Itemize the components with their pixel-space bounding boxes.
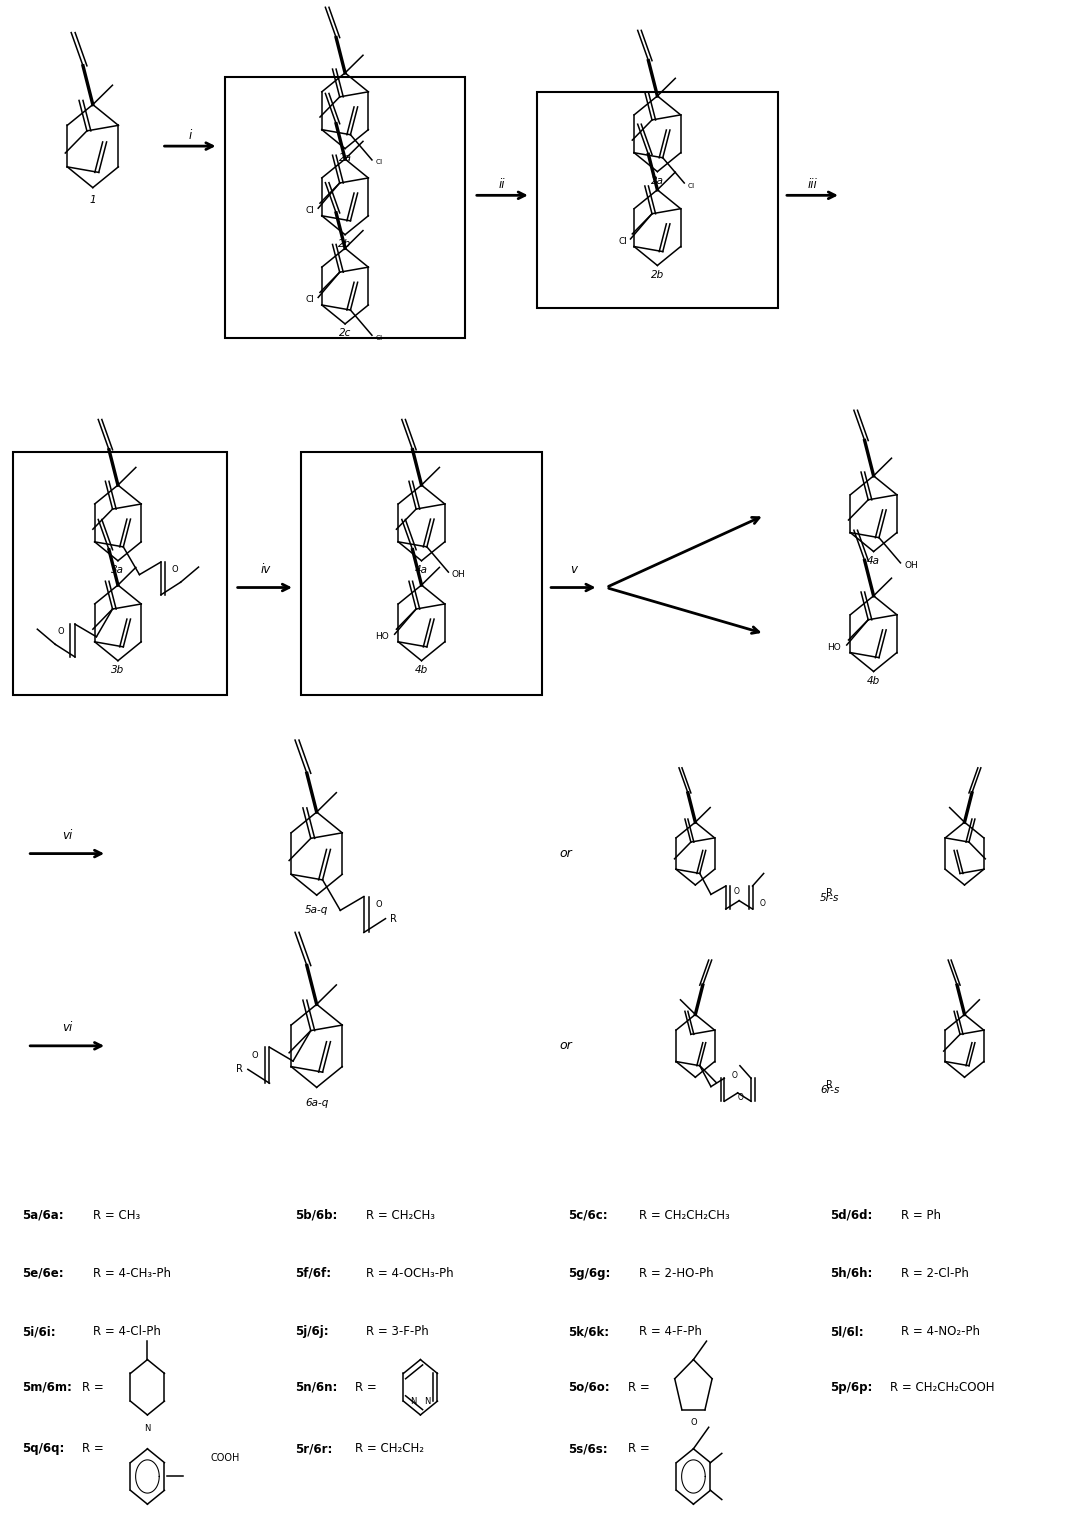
Text: 5p/6p:: 5p/6p: [830, 1381, 873, 1393]
Text: Cl: Cl [688, 183, 695, 189]
Text: R = CH₂CH₂COOH: R = CH₂CH₂COOH [890, 1381, 995, 1393]
Text: Cl: Cl [376, 160, 382, 166]
Text: 5h/6h:: 5h/6h: [830, 1267, 873, 1280]
Text: 5o/6o:: 5o/6o: [568, 1381, 609, 1393]
Text: R =: R = [355, 1381, 377, 1393]
Text: v: v [570, 563, 577, 575]
Text: 6r-s: 6r-s [820, 1086, 840, 1095]
Text: 5s/6s:: 5s/6s: [568, 1443, 607, 1455]
Text: 5k/6k:: 5k/6k: [568, 1326, 609, 1338]
Text: O: O [738, 1092, 744, 1101]
Text: iii: iii [808, 178, 817, 191]
Text: 5e/6e:: 5e/6e: [22, 1267, 63, 1280]
Text: Cl: Cl [306, 295, 314, 305]
Text: O: O [171, 564, 178, 574]
Text: R: R [827, 887, 833, 898]
Text: N: N [144, 1424, 151, 1433]
Text: COOH: COOH [211, 1453, 240, 1463]
Text: HO: HO [828, 643, 841, 652]
Text: O: O [376, 900, 382, 909]
Text: R = 4-NO₂-Ph: R = 4-NO₂-Ph [901, 1326, 980, 1338]
Text: R = CH₂CH₂CH₃: R = CH₂CH₂CH₃ [639, 1209, 729, 1221]
Text: 5m/6m:: 5m/6m: [22, 1381, 72, 1393]
Bar [537, 92, 778, 308]
Text: 2a: 2a [339, 152, 352, 163]
Text: R = CH₂CH₃: R = CH₂CH₃ [366, 1209, 435, 1221]
Text: iv: iv [260, 563, 271, 575]
Text: R: R [827, 1080, 833, 1090]
Text: 4b: 4b [867, 675, 880, 686]
Text: R =: R = [628, 1381, 650, 1393]
Text: R: R [391, 914, 397, 924]
Text: O: O [251, 1050, 258, 1060]
Text: vi: vi [62, 829, 73, 841]
Bar [13, 452, 227, 695]
Text: R = 4-CH₃-Ph: R = 4-CH₃-Ph [93, 1267, 170, 1280]
Text: OH: OH [904, 561, 917, 571]
Text: R =: R = [82, 1381, 104, 1393]
Text: 5l/6l:: 5l/6l: [830, 1326, 864, 1338]
Text: 5i/6i:: 5i/6i: [22, 1326, 56, 1338]
Text: vi: vi [62, 1021, 73, 1034]
Text: R = 3-F-Ph: R = 3-F-Ph [366, 1326, 428, 1338]
Text: R = 2-Cl-Ph: R = 2-Cl-Ph [901, 1267, 969, 1280]
Text: 5f/6f:: 5f/6f: [295, 1267, 331, 1280]
Bar [225, 77, 465, 338]
Text: 5b/6b:: 5b/6b: [295, 1209, 337, 1221]
Text: R = 4-OCH₃-Ph: R = 4-OCH₃-Ph [366, 1267, 453, 1280]
Text: R = Ph: R = Ph [901, 1209, 941, 1221]
Text: 5a/6a:: 5a/6a: [22, 1209, 63, 1221]
Text: 4a: 4a [415, 564, 428, 575]
Text: O: O [734, 887, 740, 895]
Text: 3a: 3a [111, 564, 124, 575]
Text: 5g/6g:: 5g/6g: [568, 1267, 610, 1280]
Text: 3b: 3b [111, 664, 124, 675]
Text: OH: OH [452, 571, 465, 580]
Text: HO: HO [376, 632, 389, 641]
Text: R =: R = [82, 1443, 104, 1455]
Text: R = 4-F-Ph: R = 4-F-Ph [639, 1326, 702, 1338]
Text: or: or [559, 1040, 572, 1052]
Text: 5q/6q:: 5q/6q: [22, 1443, 64, 1455]
Text: 2b: 2b [651, 269, 664, 280]
Text: R = 2-HO-Ph: R = 2-HO-Ph [639, 1267, 713, 1280]
Text: Cl: Cl [306, 206, 314, 215]
Text: 2b: 2b [339, 238, 352, 249]
Text: R: R [236, 1064, 242, 1075]
Bar [301, 452, 542, 695]
Text: ii: ii [499, 178, 506, 191]
Text: O: O [690, 1418, 697, 1427]
Text: N: N [425, 1397, 431, 1406]
Text: R = 4-Cl-Ph: R = 4-Cl-Ph [93, 1326, 161, 1338]
Text: Cl: Cl [618, 237, 627, 246]
Text: i: i [189, 129, 191, 141]
Text: or: or [559, 847, 572, 860]
Text: 2a: 2a [651, 175, 664, 186]
Text: 6a-q: 6a-q [305, 1098, 329, 1107]
Text: 5c/6c:: 5c/6c: [568, 1209, 607, 1221]
Text: R =: R = [628, 1443, 650, 1455]
Text: N: N [410, 1397, 416, 1406]
Text: 5r/6r:: 5r/6r: [295, 1443, 332, 1455]
Text: 4a: 4a [867, 555, 880, 566]
Text: 5r-s: 5r-s [820, 894, 840, 903]
Text: 2c: 2c [339, 328, 352, 338]
Text: O: O [760, 900, 765, 909]
Text: Cl: Cl [376, 335, 382, 341]
Text: O: O [58, 628, 64, 637]
Text: O: O [732, 1070, 737, 1080]
Text: 1: 1 [90, 195, 96, 205]
Text: 4b: 4b [415, 664, 428, 675]
Text: R = CH₂CH₂: R = CH₂CH₂ [355, 1443, 424, 1455]
Text: 5j/6j:: 5j/6j: [295, 1326, 329, 1338]
Text: 5a-q: 5a-q [305, 906, 329, 915]
Text: 5n/6n:: 5n/6n: [295, 1381, 337, 1393]
Text: R = CH₃: R = CH₃ [93, 1209, 140, 1221]
Text: 5d/6d:: 5d/6d: [830, 1209, 873, 1221]
